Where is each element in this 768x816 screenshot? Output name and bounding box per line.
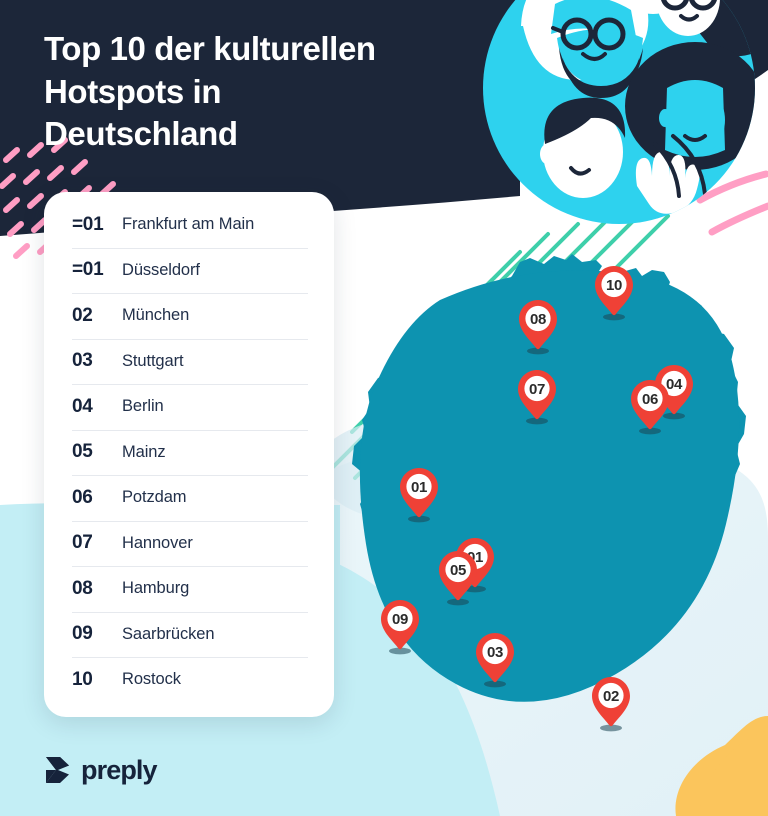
page-title: Top 10 der kulturellen Hotspots in Deuts… — [44, 28, 464, 156]
ranking-city-name: Mainz — [122, 442, 166, 461]
map-marker-pin[interactable]: 03 — [472, 630, 518, 690]
svg-text:09: 09 — [392, 611, 408, 628]
motion-arcs — [653, 134, 707, 198]
ranking-city-name: Saarbrücken — [122, 624, 215, 643]
ranking-row: 03 Stuttgart — [44, 338, 334, 385]
svg-text:08: 08 — [530, 311, 546, 328]
map-marker-pin[interactable]: 01 — [396, 465, 442, 525]
map-marker-pin[interactable]: 06 — [627, 377, 673, 437]
map-marker-pin[interactable]: 02 — [588, 674, 634, 734]
ranking-city-name: Düsseldorf — [122, 260, 200, 279]
ranking-position: 05 — [72, 441, 93, 463]
ranking-row: 04 Berlin — [44, 384, 334, 430]
ranking-position: 08 — [72, 577, 93, 599]
ranking-row: =01 Frankfurt am Main — [44, 202, 334, 248]
map-marker-pin[interactable]: 09 — [377, 597, 423, 657]
page-title-line-3: Deutschland — [44, 115, 238, 153]
ranking-card: =01 Frankfurt am Main =01 Düsseldorf 02 Münch… — [44, 192, 334, 717]
map-marker-pin[interactable]: 10 — [591, 263, 637, 323]
ranking-city-name: Berlin — [122, 397, 164, 416]
ranking-city-name: Potzdam — [122, 488, 187, 507]
ranking-position: 03 — [72, 350, 93, 372]
ranking-row: 06 Potzdam — [44, 475, 334, 521]
svg-text:04: 04 — [666, 376, 683, 393]
ranking-position: 06 — [72, 486, 93, 508]
page-title-line-1: Top 10 der kulturellen — [44, 30, 376, 67]
svg-text:10: 10 — [606, 277, 622, 294]
avatar-turban-man — [521, 0, 649, 98]
ranking-row: 02 München — [44, 293, 334, 339]
map-marker-pin[interactable]: 07 — [514, 367, 560, 427]
brand-logo[interactable]: preply — [44, 754, 158, 785]
preply-arrow-icon — [46, 757, 69, 783]
map-marker-pin[interactable]: 08 — [515, 297, 561, 357]
svg-text:01: 01 — [411, 479, 427, 496]
ranking-row: 08 Hamburg — [44, 566, 334, 612]
ranking-row: 07 Hannover — [44, 520, 334, 567]
ranking-city-name: München — [122, 306, 190, 325]
ranking-position: 07 — [72, 532, 93, 554]
waving-hand — [635, 152, 700, 214]
ranking-position: 10 — [72, 668, 93, 690]
ranking-row: 09 Saarbrücken — [44, 611, 334, 658]
svg-text:05: 05 — [450, 562, 466, 579]
ranking-city-name: Frankfurt am Main — [122, 215, 255, 234]
ranking-position: 02 — [72, 304, 93, 326]
ranking-position: 09 — [72, 623, 93, 645]
group-of-people-illustration — [483, 0, 755, 224]
page-title-line-2: Hotspots in — [44, 72, 222, 110]
ranking-city-name: Rostock — [122, 670, 181, 689]
pink-strokes-decor — [696, 170, 768, 236]
avatar-afro-person — [625, 42, 755, 170]
ranking-position: =01 — [72, 213, 104, 235]
svg-text:07: 07 — [529, 381, 545, 398]
ranking-city-name: Hannover — [122, 533, 193, 552]
ranking-row: =01 Düsseldorf — [44, 247, 334, 294]
brand-name: preply — [81, 754, 158, 785]
ranking-city-name: Stuttgart — [122, 351, 184, 370]
map-marker-pin[interactable]: 05 — [435, 548, 481, 608]
ranking-position: 04 — [72, 395, 93, 417]
ranking-row: 05 Mainz — [44, 429, 334, 476]
svg-text:03: 03 — [487, 644, 503, 661]
ranking-city-name: Hamburg — [122, 579, 190, 598]
svg-text:06: 06 — [642, 391, 658, 408]
svg-text:02: 02 — [603, 688, 619, 705]
avatar-dark-hair-man — [540, 97, 626, 198]
ranking-position: =01 — [72, 259, 104, 281]
ranking-row: 10 Rostock — [44, 657, 334, 703]
